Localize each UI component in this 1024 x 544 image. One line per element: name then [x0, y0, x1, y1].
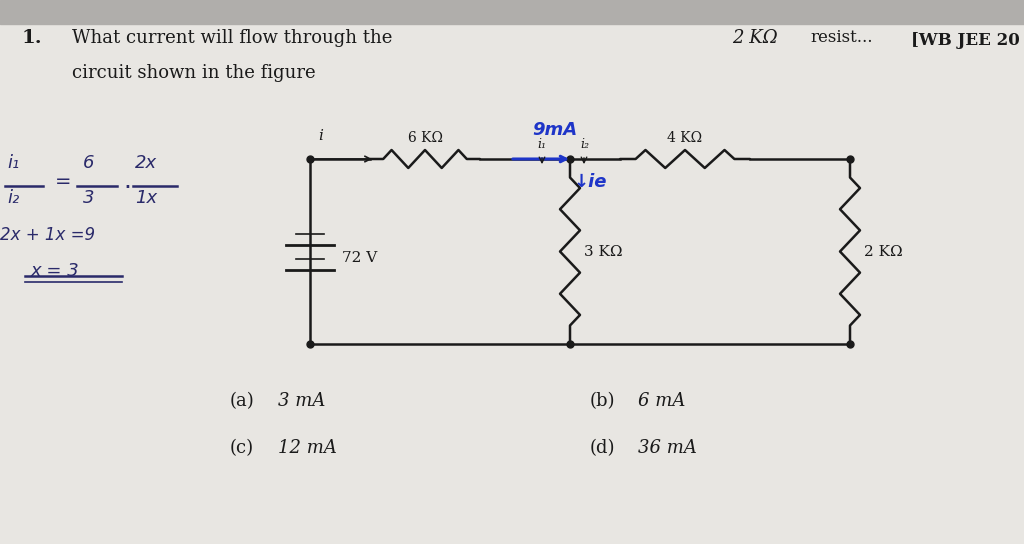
- Text: 72 V: 72 V: [342, 250, 377, 264]
- Text: (a): (a): [230, 392, 255, 410]
- Text: 3 KΩ: 3 KΩ: [584, 244, 623, 258]
- Text: 3: 3: [83, 189, 94, 207]
- Text: 2 KΩ: 2 KΩ: [732, 29, 777, 47]
- Text: [WB JEE 20: [WB JEE 20: [911, 32, 1020, 49]
- Text: 2x: 2x: [135, 154, 157, 172]
- Text: What current will flow through the: What current will flow through the: [72, 29, 392, 47]
- Text: (b): (b): [590, 392, 615, 410]
- Text: circuit shown in the figure: circuit shown in the figure: [72, 64, 315, 82]
- Text: i: i: [318, 129, 323, 143]
- Text: 3 mA: 3 mA: [278, 392, 326, 410]
- Text: 1x: 1x: [135, 189, 157, 207]
- Text: 1.: 1.: [22, 29, 43, 47]
- Text: (c): (c): [230, 439, 254, 457]
- Text: 12 mA: 12 mA: [278, 439, 337, 457]
- Text: 36 mA: 36 mA: [638, 439, 697, 457]
- Text: i₂: i₂: [580, 138, 589, 151]
- Text: 6 KΩ: 6 KΩ: [408, 131, 442, 145]
- Text: 4 KΩ: 4 KΩ: [668, 131, 702, 145]
- Text: i₁: i₁: [7, 154, 19, 172]
- Text: 6: 6: [83, 154, 94, 172]
- Text: i₂: i₂: [7, 189, 19, 207]
- Text: resist...: resist...: [810, 29, 872, 46]
- Text: .: .: [123, 169, 131, 193]
- Text: i₁: i₁: [538, 138, 547, 151]
- Text: x = 3: x = 3: [30, 262, 79, 280]
- Text: ↓ie: ↓ie: [574, 173, 607, 191]
- Text: 6 mA: 6 mA: [638, 392, 685, 410]
- Text: 2x + 1x =9: 2x + 1x =9: [0, 226, 95, 244]
- Bar: [0, 0, 1024, 24]
- Text: 2 KΩ: 2 KΩ: [864, 244, 902, 258]
- Text: (d): (d): [590, 439, 615, 457]
- Text: 9mA: 9mA: [532, 121, 578, 139]
- Text: =: =: [55, 171, 72, 190]
